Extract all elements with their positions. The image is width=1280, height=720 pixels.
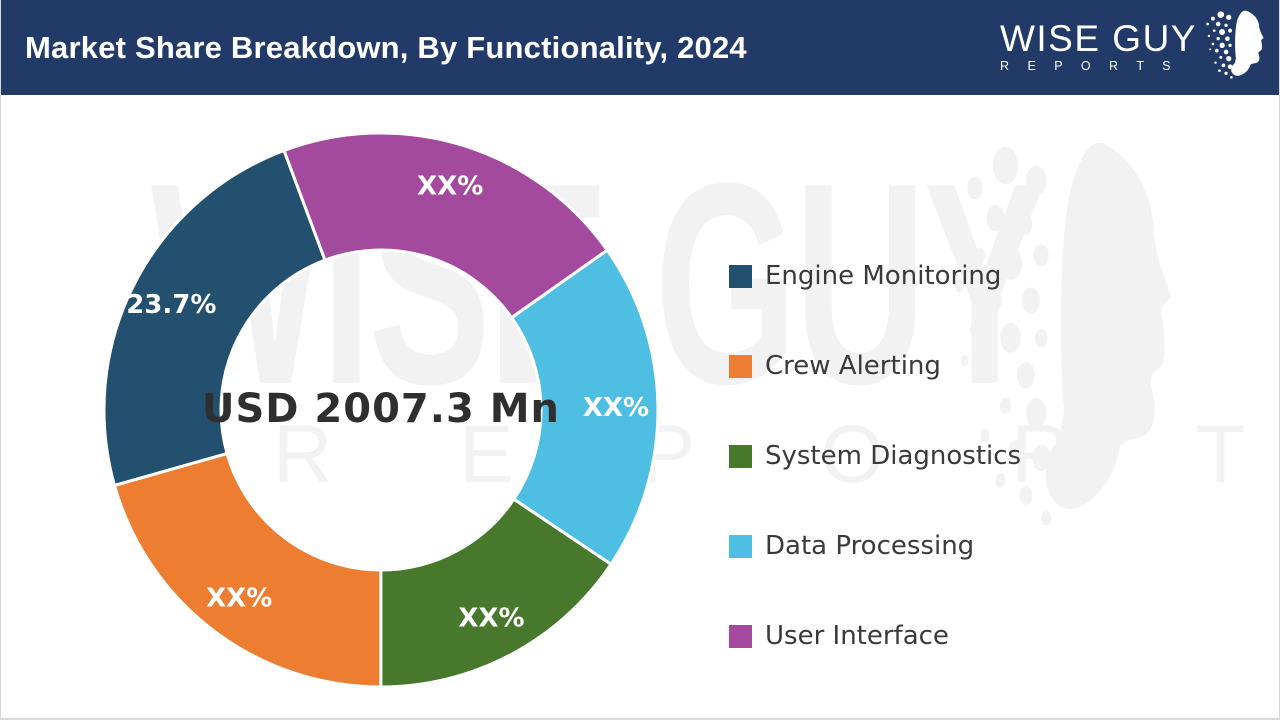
header: Market Share Breakdown, By Functionality…	[1, 0, 1279, 95]
slice-label-data-processing: XX%	[583, 393, 649, 423]
donut-slice-engine-monitoring	[102, 149, 327, 487]
brand-name: WISE GUY	[999, 18, 1197, 59]
legend: Engine Monitoring Crew Alerting System Dia…	[729, 231, 1021, 681]
slice-label-system-diagnostics: XX%	[458, 604, 524, 634]
legend-item-system-diagnostics: System Diagnostics	[729, 411, 1021, 501]
legend-swatch-engine-monitoring	[729, 264, 752, 288]
legend-swatch-system-diagnostics	[729, 444, 752, 468]
legend-label-engine-monitoring: Engine Monitoring	[765, 261, 1002, 291]
slice-label-crew-alerting: XX%	[206, 584, 272, 614]
brand-logo: WISE GUY R E P O R T S	[1000, 8, 1267, 88]
brand-subtitle: R E P O R T S	[999, 59, 1179, 73]
slice-label-user-interface: XX%	[417, 172, 483, 202]
brand-face-icon	[1206, 10, 1264, 79]
legend-swatch-user-interface	[729, 624, 752, 648]
page-title: Market Share Breakdown, By Functionality…	[25, 29, 747, 65]
legend-swatch-crew-alerting	[729, 354, 752, 378]
donut-center-value: USD 2007.3 Mn	[202, 386, 560, 432]
legend-swatch-data-processing	[729, 534, 752, 558]
legend-label-data-processing: Data Processing	[765, 531, 975, 561]
legend-label-crew-alerting: Crew Alerting	[765, 351, 941, 381]
legend-label-user-interface: User Interface	[765, 621, 949, 651]
donut-slice-user-interface	[282, 131, 609, 320]
donut-slice-data-processing	[510, 248, 660, 566]
donut-chart: 23.7% XX% XX% XX% XX%	[102, 131, 660, 689]
legend-label-system-diagnostics: System Diagnostics	[765, 441, 1022, 471]
slice-label-engine-monitoring: 23.7%	[126, 290, 216, 320]
legend-item-engine-monitoring: Engine Monitoring	[729, 231, 1021, 321]
donut-slice-system-diagnostics	[379, 497, 613, 689]
legend-item-user-interface: User Interface	[729, 591, 1021, 681]
legend-item-crew-alerting: Crew Alerting	[729, 321, 1021, 411]
donut-slice-crew-alerting	[113, 452, 383, 689]
brand-logo-text: WISE GUY R E P O R T S	[999, 18, 1197, 73]
legend-item-data-processing: Data Processing	[729, 501, 1021, 591]
